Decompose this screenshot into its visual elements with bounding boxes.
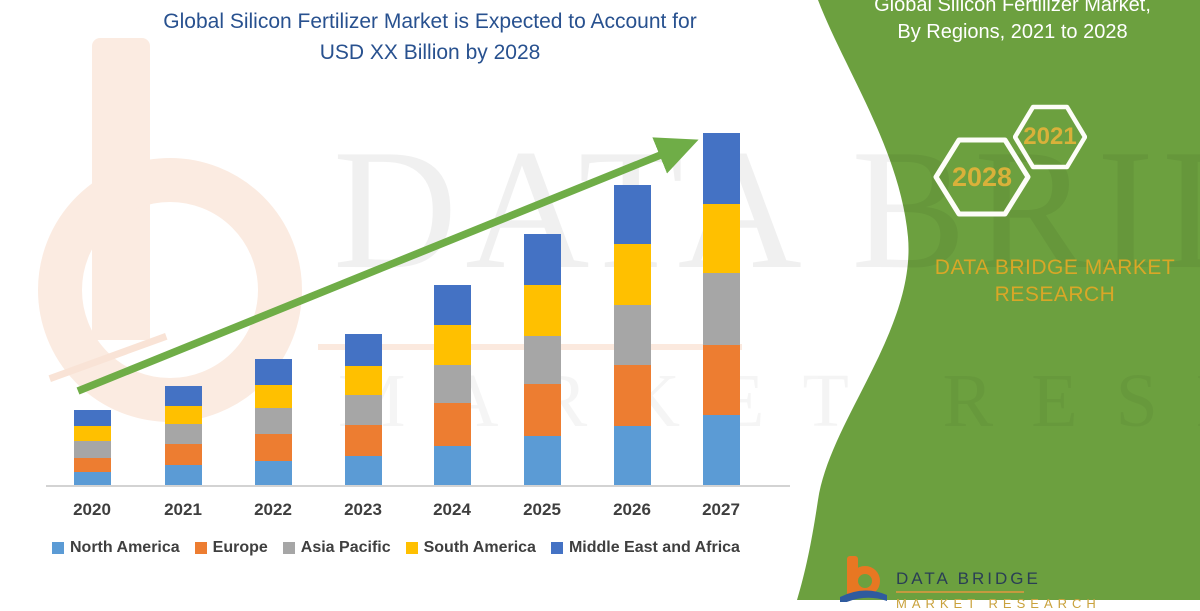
legend-swatch-icon [405, 542, 418, 554]
footer-dbmr-logo-icon [840, 556, 887, 602]
bar-segment-north-america [614, 426, 651, 486]
legend-item: Asia Pacific [282, 539, 391, 557]
chart-title-line1: Global Silicon Fertilizer Market is Expe… [163, 10, 697, 33]
footer-brand-text: DATA BRIDGE [896, 569, 1041, 588]
bar-segment-north-america [74, 472, 111, 486]
legend-swatch-icon [52, 542, 64, 554]
legend-label: South America [423, 539, 536, 556]
bar-segment-europe [434, 403, 471, 446]
legend-item: Middle East and Africa [550, 539, 740, 557]
chart-title-line2: USD XX Billion by 2028 [319, 41, 541, 64]
sidebar-heading: Global Silicon Fertilizer Market, By Reg… [815, 0, 1200, 46]
bar-segment-north-america [345, 456, 382, 486]
chart-title: Global Silicon Fertilizer Market is Expe… [85, 6, 775, 68]
legend-label: North America [70, 539, 180, 556]
bar-segment-asia-pacific [703, 273, 740, 345]
bar-2027 [703, 133, 740, 486]
x-axis-label: 2026 [613, 500, 651, 519]
hexagon-badge-2021: 2021 [1012, 104, 1088, 170]
sidebar-brand-line1: DATA BRIDGE MARKET [934, 256, 1176, 279]
bar-segment-north-america [524, 436, 561, 486]
x-axis-label: 2021 [164, 500, 202, 519]
legend-item: Europe [194, 539, 268, 557]
footer-brand-subtext: MARKET RESEARCH [896, 596, 1101, 611]
bar-segment-middle-east-and-africa [74, 410, 111, 426]
x-axis-label: 2024 [433, 500, 471, 519]
bar-segment-asia-pacific [255, 408, 292, 434]
sidebar-brand-line2: RESEARCH [994, 283, 1116, 306]
legend-swatch-icon [550, 542, 563, 554]
hexagon-badge-2028: 2028 [933, 136, 1031, 218]
bar-segment-asia-pacific [165, 424, 202, 444]
sidebar-heading-line2: By Regions, 2021 to 2028 [897, 21, 1128, 43]
hexagon-icon [933, 137, 1031, 217]
bar-segment-europe [345, 425, 382, 456]
legend-label: Asia Pacific [300, 539, 391, 556]
bar-segment-north-america [255, 461, 292, 486]
bar-segment-south-america [703, 204, 740, 273]
bar-2020 [74, 410, 111, 486]
hexagon-year-right: 2021 [1023, 123, 1077, 150]
bar-2021 [165, 386, 202, 486]
x-axis-label: 2020 [73, 500, 111, 519]
bar-segment-south-america [74, 426, 111, 441]
footer-brand-underline [896, 591, 1024, 593]
x-axis-label: 2022 [254, 500, 292, 519]
bar-segment-europe [703, 345, 740, 415]
x-axis-line [46, 485, 790, 487]
bar-segment-europe [165, 444, 202, 465]
hexagon-icon [1012, 104, 1088, 170]
bar-segment-europe [74, 458, 111, 472]
chart-legend: North America Europe Asia Pacific South Ame… [52, 539, 740, 557]
bar-segment-middle-east-and-africa [703, 133, 740, 204]
sidebar-heading-line1: Global Silicon Fertilizer Market, [874, 0, 1151, 16]
x-axis-label: 2027 [702, 500, 740, 519]
bar-segment-south-america [165, 406, 202, 424]
bar-segment-asia-pacific [345, 395, 382, 425]
bar-segment-north-america [165, 465, 202, 486]
bar-segment-asia-pacific [74, 441, 111, 458]
legend-label: Europe [212, 539, 268, 556]
legend-label: Middle East and Africa [568, 539, 740, 556]
legend-item: South America [405, 539, 536, 557]
legend-item: North America [52, 539, 180, 557]
sidebar-brand-text: DATA BRIDGE MARKET RESEARCH [880, 254, 1200, 308]
bar-segment-europe [255, 434, 292, 461]
x-axis-label: 2025 [523, 500, 561, 519]
bar-segment-north-america [703, 415, 740, 486]
hexagon-year-left: 2028 [951, 161, 1013, 192]
legend-swatch-icon [194, 542, 207, 554]
x-axis-label: 2023 [344, 500, 382, 519]
legend-swatch-icon [282, 542, 295, 554]
bar-segment-north-america [434, 446, 471, 486]
